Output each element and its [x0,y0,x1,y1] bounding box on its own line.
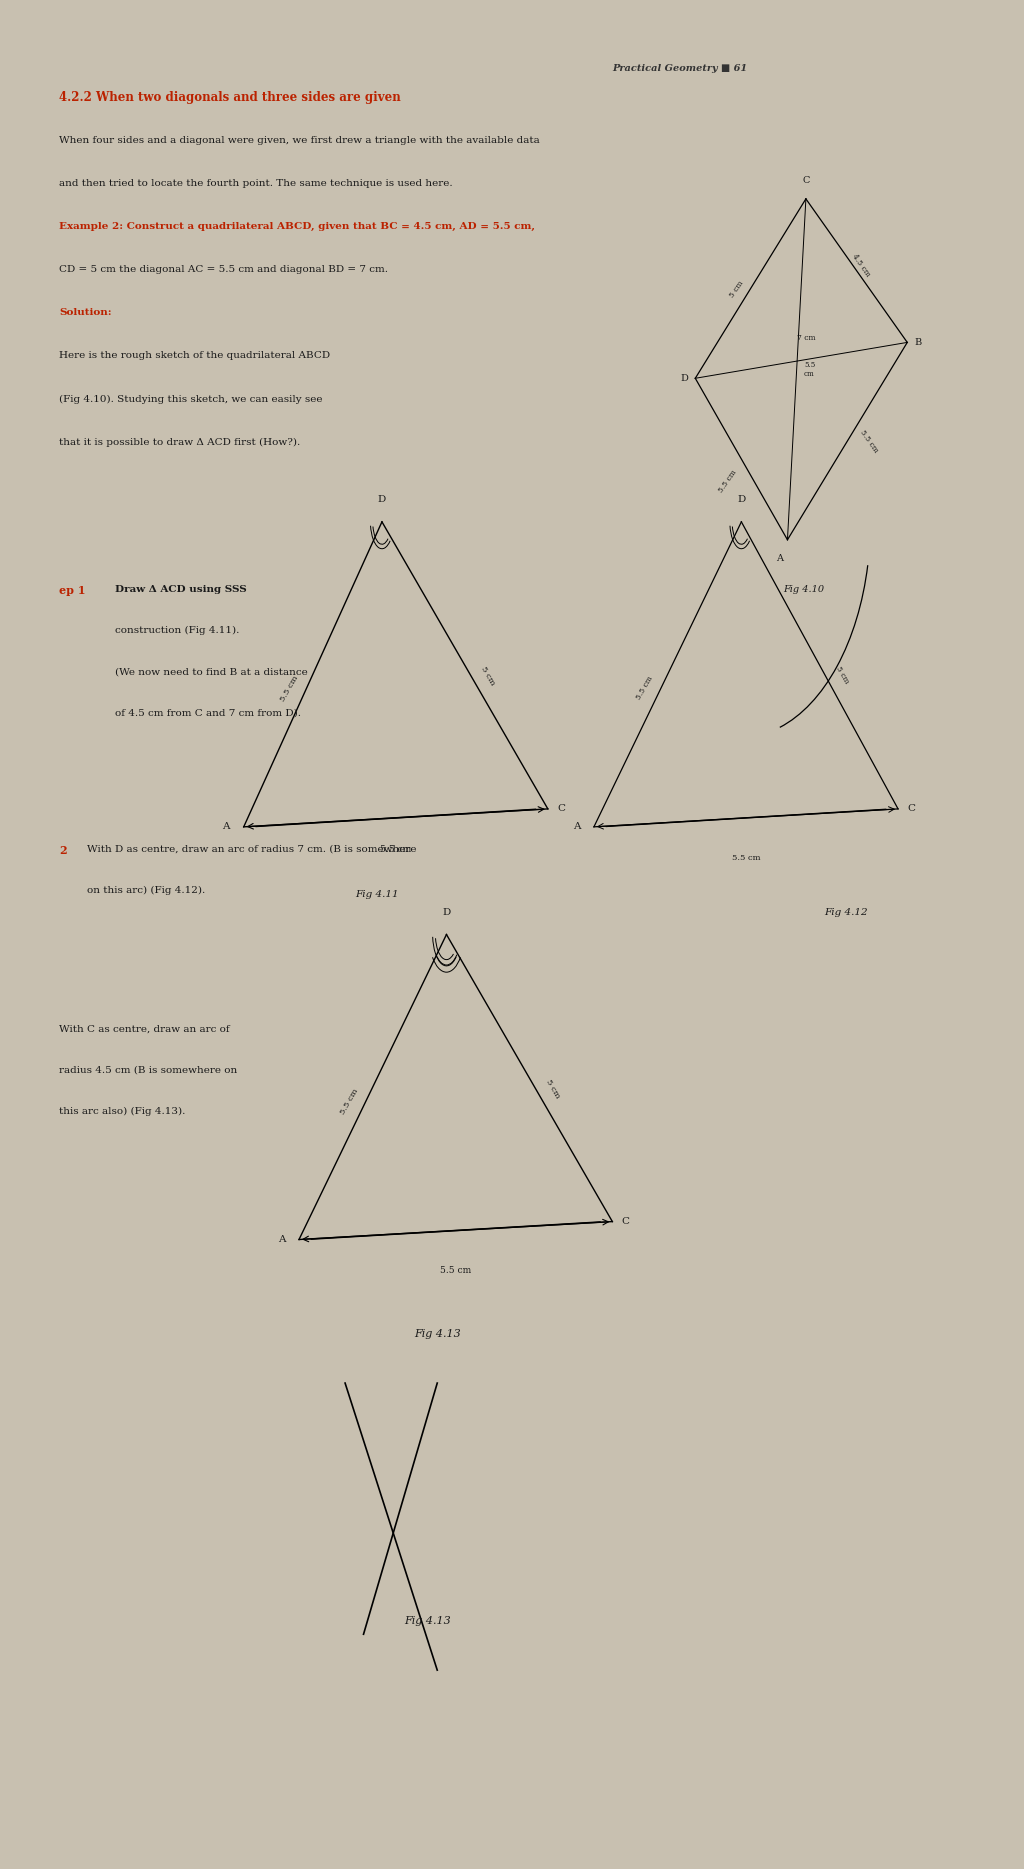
Text: C: C [557,804,565,813]
Text: Here is the rough sketch of the quadrilateral ABCD: Here is the rough sketch of the quadrila… [59,351,331,361]
Text: 5 cm: 5 cm [544,1078,561,1099]
Text: 5.5 cm: 5.5 cm [339,1088,360,1116]
Text: Fig 4.13: Fig 4.13 [404,1617,452,1626]
Text: that it is possible to draw Δ ACD first (How?).: that it is possible to draw Δ ACD first … [59,437,301,447]
Text: Draw Δ ACD using SSS: Draw Δ ACD using SSS [115,585,247,594]
Text: (Fig 4.10). Studying this sketch, we can easily see: (Fig 4.10). Studying this sketch, we can… [59,394,323,404]
Text: 5.5 cm: 5.5 cm [280,675,300,703]
Text: Fig 4.11: Fig 4.11 [355,890,399,899]
Text: Fig 4.13: Fig 4.13 [414,1329,461,1340]
Text: 5.5 cm: 5.5 cm [440,1267,471,1275]
Text: D: D [680,374,688,383]
Text: 7 cm: 7 cm [797,335,815,342]
Text: C: C [907,804,915,813]
Text: A: A [222,822,230,832]
Text: CD = 5 cm the diagonal AC = 5.5 cm and diagonal BD = 7 cm.: CD = 5 cm the diagonal AC = 5.5 cm and d… [59,265,388,275]
Text: 5.5 cm: 5.5 cm [380,845,412,854]
Text: 5 cm: 5 cm [728,280,745,299]
Text: With D as centre, draw an arc of radius 7 cm. (B is somewhere: With D as centre, draw an arc of radius … [87,845,417,854]
Text: Example 2: Construct a quadrilateral ABCD, given that BC = 4.5 cm, AD = 5.5 cm,: Example 2: Construct a quadrilateral ABC… [59,222,536,232]
Text: 2: 2 [59,845,67,856]
Text: A: A [278,1235,285,1245]
Text: 5 cm: 5 cm [835,665,851,686]
Text: (We now need to find B at a distance: (We now need to find B at a distance [115,667,307,677]
Text: on this arc) (Fig 4.12).: on this arc) (Fig 4.12). [87,886,205,895]
Text: 5.5 cm: 5.5 cm [635,675,654,701]
Text: 5.5 cm: 5.5 cm [732,854,760,862]
Text: Practical Geometry ■ 61: Practical Geometry ■ 61 [612,64,748,73]
Text: 5 cm: 5 cm [479,665,497,688]
Text: A: A [776,553,783,563]
Text: A: A [572,822,581,832]
Text: D: D [737,495,745,505]
Text: 5.5 cm: 5.5 cm [717,467,738,493]
Text: 5.5
cm: 5.5 cm [804,361,815,378]
Text: and then tried to locate the fourth point. The same technique is used here.: and then tried to locate the fourth poin… [59,179,453,189]
Text: construction (Fig 4.11).: construction (Fig 4.11). [115,626,239,635]
Text: 5.5 cm: 5.5 cm [858,428,880,454]
Text: Fig 4.12: Fig 4.12 [824,908,868,916]
Text: C: C [622,1217,630,1226]
Text: C: C [802,176,810,185]
Text: D: D [378,495,386,505]
Text: of 4.5 cm from C and 7 cm from D).: of 4.5 cm from C and 7 cm from D). [115,708,301,718]
Text: B: B [914,338,922,348]
Text: this arc also) (Fig 4.13).: this arc also) (Fig 4.13). [59,1106,185,1116]
Text: D: D [442,908,451,916]
Text: Fig 4.10: Fig 4.10 [783,585,824,594]
Text: 4.5 cm: 4.5 cm [851,252,871,278]
Text: 4.2.2 When two diagonals and three sides are given: 4.2.2 When two diagonals and three sides… [59,92,401,105]
Text: Solution:: Solution: [59,308,112,318]
Text: With C as centre, draw an arc of: With C as centre, draw an arc of [59,1024,230,1034]
Text: radius 4.5 cm (B is somewhere on: radius 4.5 cm (B is somewhere on [59,1065,238,1075]
Text: When four sides and a diagonal were given, we first drew a triangle with the ava: When four sides and a diagonal were give… [59,136,540,146]
Text: ep 1: ep 1 [59,585,86,596]
